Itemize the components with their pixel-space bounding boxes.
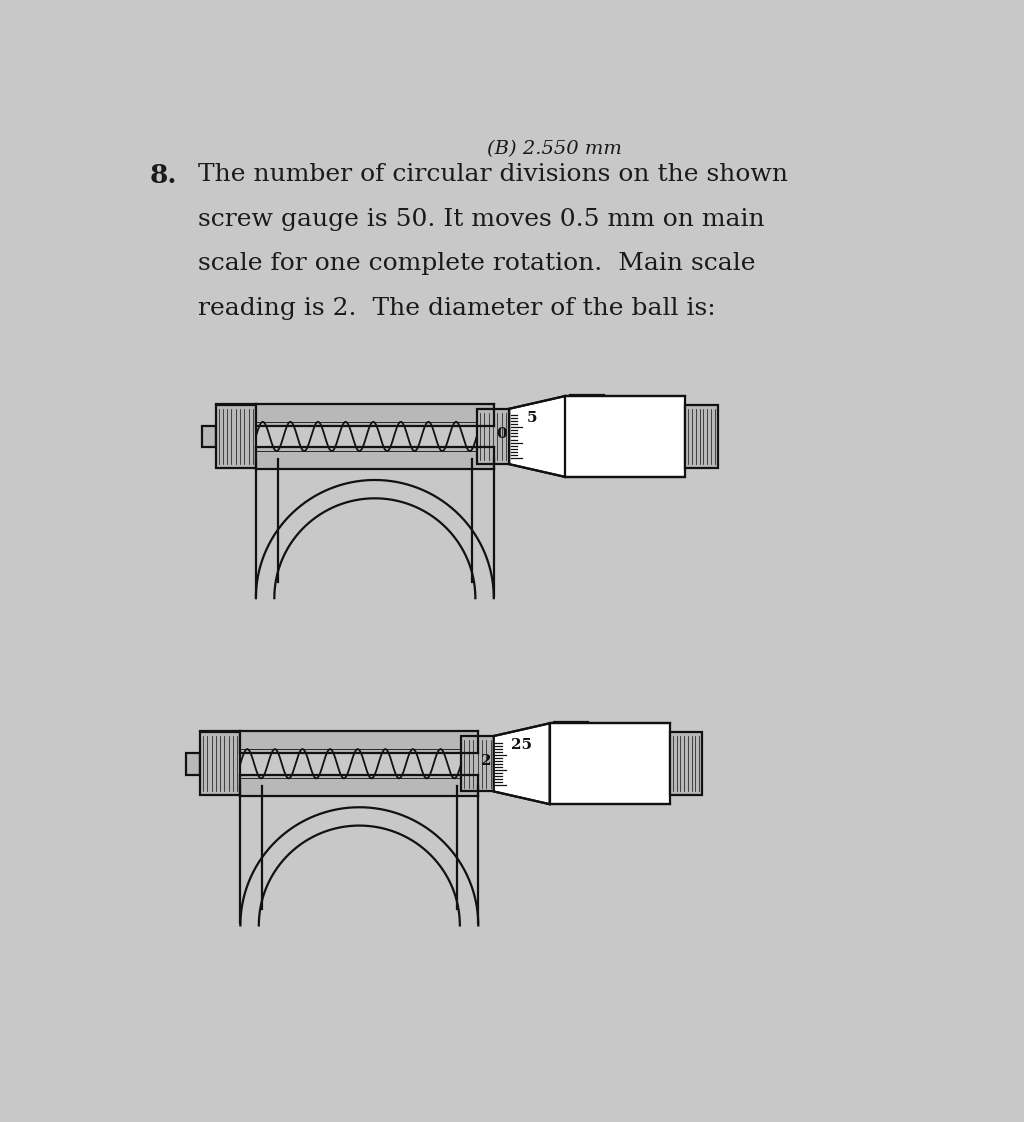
Bar bbox=[477, 408, 509, 465]
Bar bbox=[200, 733, 241, 795]
Bar bbox=[256, 448, 494, 469]
Polygon shape bbox=[509, 396, 565, 477]
Text: The number of circular divisions on the shown: The number of circular divisions on the … bbox=[198, 163, 787, 186]
Bar bbox=[241, 732, 478, 753]
Bar bbox=[241, 774, 478, 797]
Text: screw gauge is 50. It moves 0.5 mm on main: screw gauge is 50. It moves 0.5 mm on ma… bbox=[198, 208, 764, 231]
Bar bbox=[186, 753, 200, 774]
Bar bbox=[550, 724, 670, 804]
Bar bbox=[202, 425, 216, 448]
Text: 25: 25 bbox=[511, 738, 531, 752]
Bar bbox=[461, 736, 494, 791]
Bar bbox=[670, 733, 702, 795]
Text: 0: 0 bbox=[497, 427, 507, 441]
Bar bbox=[216, 405, 256, 468]
Text: (B) 2.550 mm: (B) 2.550 mm bbox=[486, 140, 622, 158]
Bar bbox=[685, 405, 718, 468]
Bar bbox=[565, 396, 685, 477]
Polygon shape bbox=[494, 724, 550, 804]
Text: 8.: 8. bbox=[150, 163, 177, 188]
Bar bbox=[256, 404, 494, 425]
Text: scale for one complete rotation.  Main scale: scale for one complete rotation. Main sc… bbox=[198, 252, 756, 275]
Text: 2: 2 bbox=[481, 754, 492, 769]
Text: reading is 2.  The diameter of the ball is:: reading is 2. The diameter of the ball i… bbox=[198, 297, 716, 320]
Text: 5: 5 bbox=[526, 411, 537, 425]
